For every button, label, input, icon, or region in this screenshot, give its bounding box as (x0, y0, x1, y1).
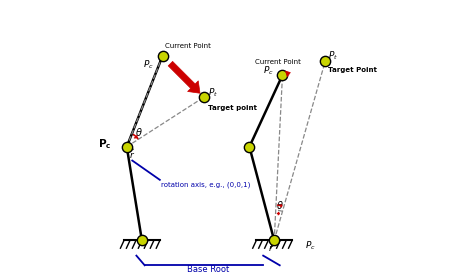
Point (321, 59, 329, 63)
Point (159, 54, 166, 58)
Text: $P_t$: $P_t$ (328, 50, 338, 62)
Text: Current Point: Current Point (165, 43, 211, 49)
Text: $\mathbf{P_c}$: $\mathbf{P_c}$ (98, 137, 111, 151)
Text: $\theta$: $\theta$ (135, 126, 143, 138)
Text: $\vec{r}$: $\vec{r}$ (129, 148, 135, 161)
Text: $\theta$: $\theta$ (276, 199, 284, 211)
Text: Base Root: Base Root (187, 265, 229, 274)
Text: $P_c$: $P_c$ (304, 240, 315, 252)
Text: Target point: Target point (208, 104, 257, 111)
Text: $P_t$: $P_t$ (208, 87, 218, 99)
Point (270, 238, 278, 243)
Text: Current Point: Current Point (255, 59, 301, 65)
Point (200, 95, 208, 99)
Point (279, 73, 286, 77)
Text: $P_c$: $P_c$ (144, 58, 155, 71)
Text: $P_c$: $P_c$ (264, 65, 274, 77)
Point (123, 145, 130, 149)
Point (138, 238, 146, 243)
Text: Target Point: Target Point (328, 67, 377, 73)
Text: $\vec{r}$: $\vec{r}$ (268, 240, 274, 253)
Point (246, 145, 253, 149)
Text: rotation axis, e.g., (0,0,1): rotation axis, e.g., (0,0,1) (161, 181, 251, 188)
